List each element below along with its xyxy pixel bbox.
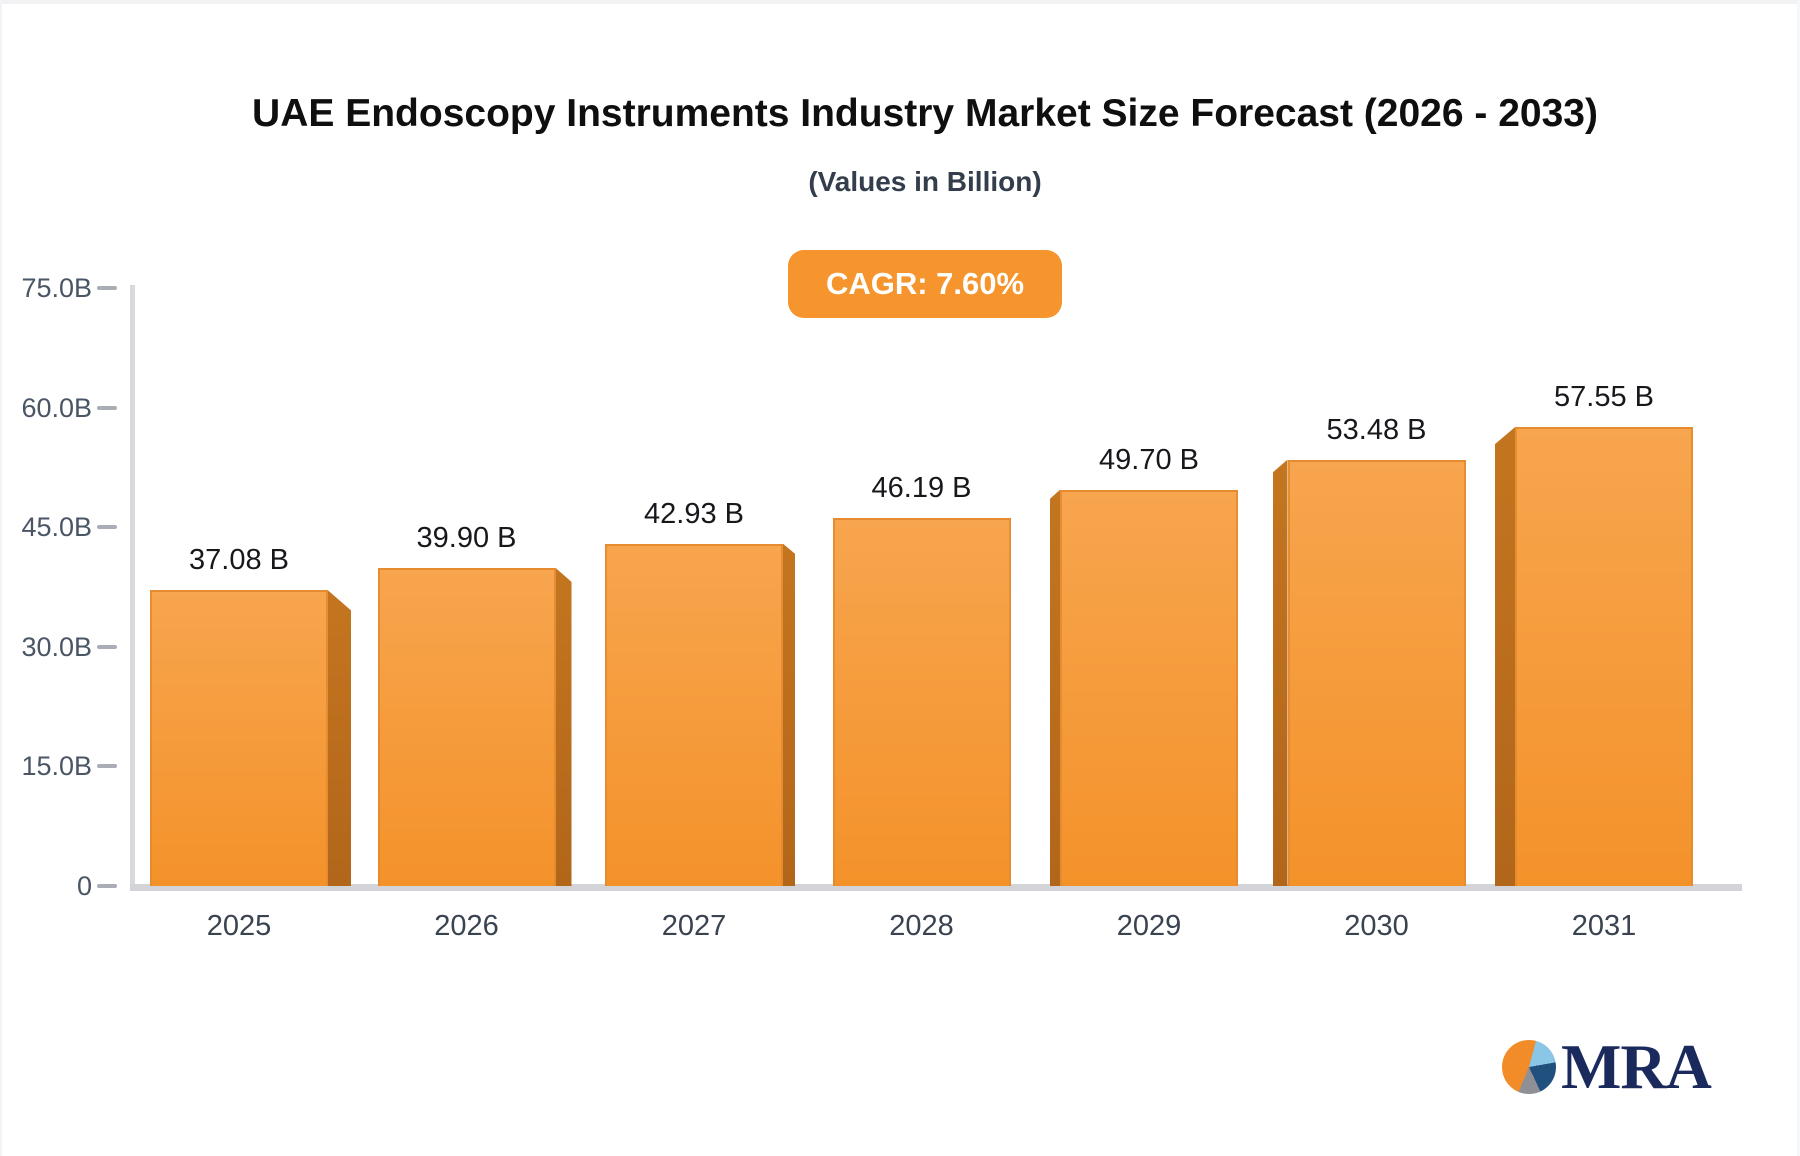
bar-2025 [150, 590, 328, 886]
chart-title: UAE Endoscopy Instruments Industry Marke… [252, 92, 1598, 135]
bar-2031 [1515, 427, 1693, 886]
bar-2030 [1287, 459, 1466, 886]
y-axis-line [130, 285, 135, 891]
cagr-badge-row: CAGR: 7.60% [55, 250, 1795, 318]
y-tick-label-60.0B: 60.0B [21, 392, 92, 423]
y-tick-mark-30.0B [97, 644, 117, 649]
x-axis-label-2028: 2028 [889, 910, 954, 942]
x-axis-label-2026: 2026 [434, 910, 499, 942]
bar-2030-side-face [1272, 459, 1288, 886]
x-axis-line [130, 884, 1742, 891]
y-tick-label-45.0B: 45.0B [21, 512, 92, 543]
y-tick-mark-45.0B [97, 525, 117, 530]
bar-2028 [832, 517, 1011, 886]
bar-2026-side-face [555, 567, 572, 886]
x-axis-label-2030: 2030 [1344, 910, 1409, 942]
page-edge-left [0, 0, 2, 1156]
x-axis-label-2027: 2027 [661, 910, 727, 942]
y-tick-label-15.0B: 15.0B [21, 751, 92, 782]
logo-text: MRA [1561, 1031, 1712, 1102]
value-label-2030: 53.48 B [1326, 413, 1427, 446]
y-tick-label-30.0B: 30.0B [21, 631, 92, 662]
chart-subtitle: (Values in Billion) [808, 166, 1042, 197]
bar-2029 [1060, 489, 1238, 886]
value-label-2031: 57.55 B [1554, 381, 1654, 414]
value-label-2027: 42.93 B [644, 497, 744, 530]
y-tick-mark-75.0B [97, 286, 117, 291]
value-label-2028: 46.19 B [871, 471, 972, 504]
value-label-2029: 49.70 B [1099, 443, 1199, 476]
page-edge-right [1797, 0, 1800, 1156]
bar-2025-side-face [328, 590, 351, 886]
cagr-badge: CAGR: 7.60% [787, 250, 1063, 318]
y-tick-mark-60.0B [97, 405, 117, 410]
x-axis-label-2029: 2029 [1116, 910, 1182, 942]
y-tick-mark-0 [97, 884, 117, 888]
bar-2031-side-face [1495, 427, 1515, 886]
bar-2026 [377, 567, 556, 886]
x-axis-label-2025: 2025 [206, 910, 272, 942]
value-label-2025: 37.08 B [189, 544, 289, 577]
value-label-2026: 39.90 B [416, 521, 517, 554]
x-axis-label-2031: 2031 [1571, 910, 1637, 942]
bar-2029-side-face [1050, 489, 1060, 886]
bar-2027-side-face [783, 543, 795, 886]
logo-pie-icon [1502, 1040, 1556, 1094]
page-edge-top [0, 0, 1800, 4]
y-tick-label-75.0B: 75.0B [21, 273, 92, 304]
y-tick-mark-15.0B [97, 764, 117, 769]
bar-2027 [605, 543, 783, 886]
y-tick-label-0: 0 [76, 871, 92, 901]
mra-logo: MRA [1502, 1031, 1712, 1102]
